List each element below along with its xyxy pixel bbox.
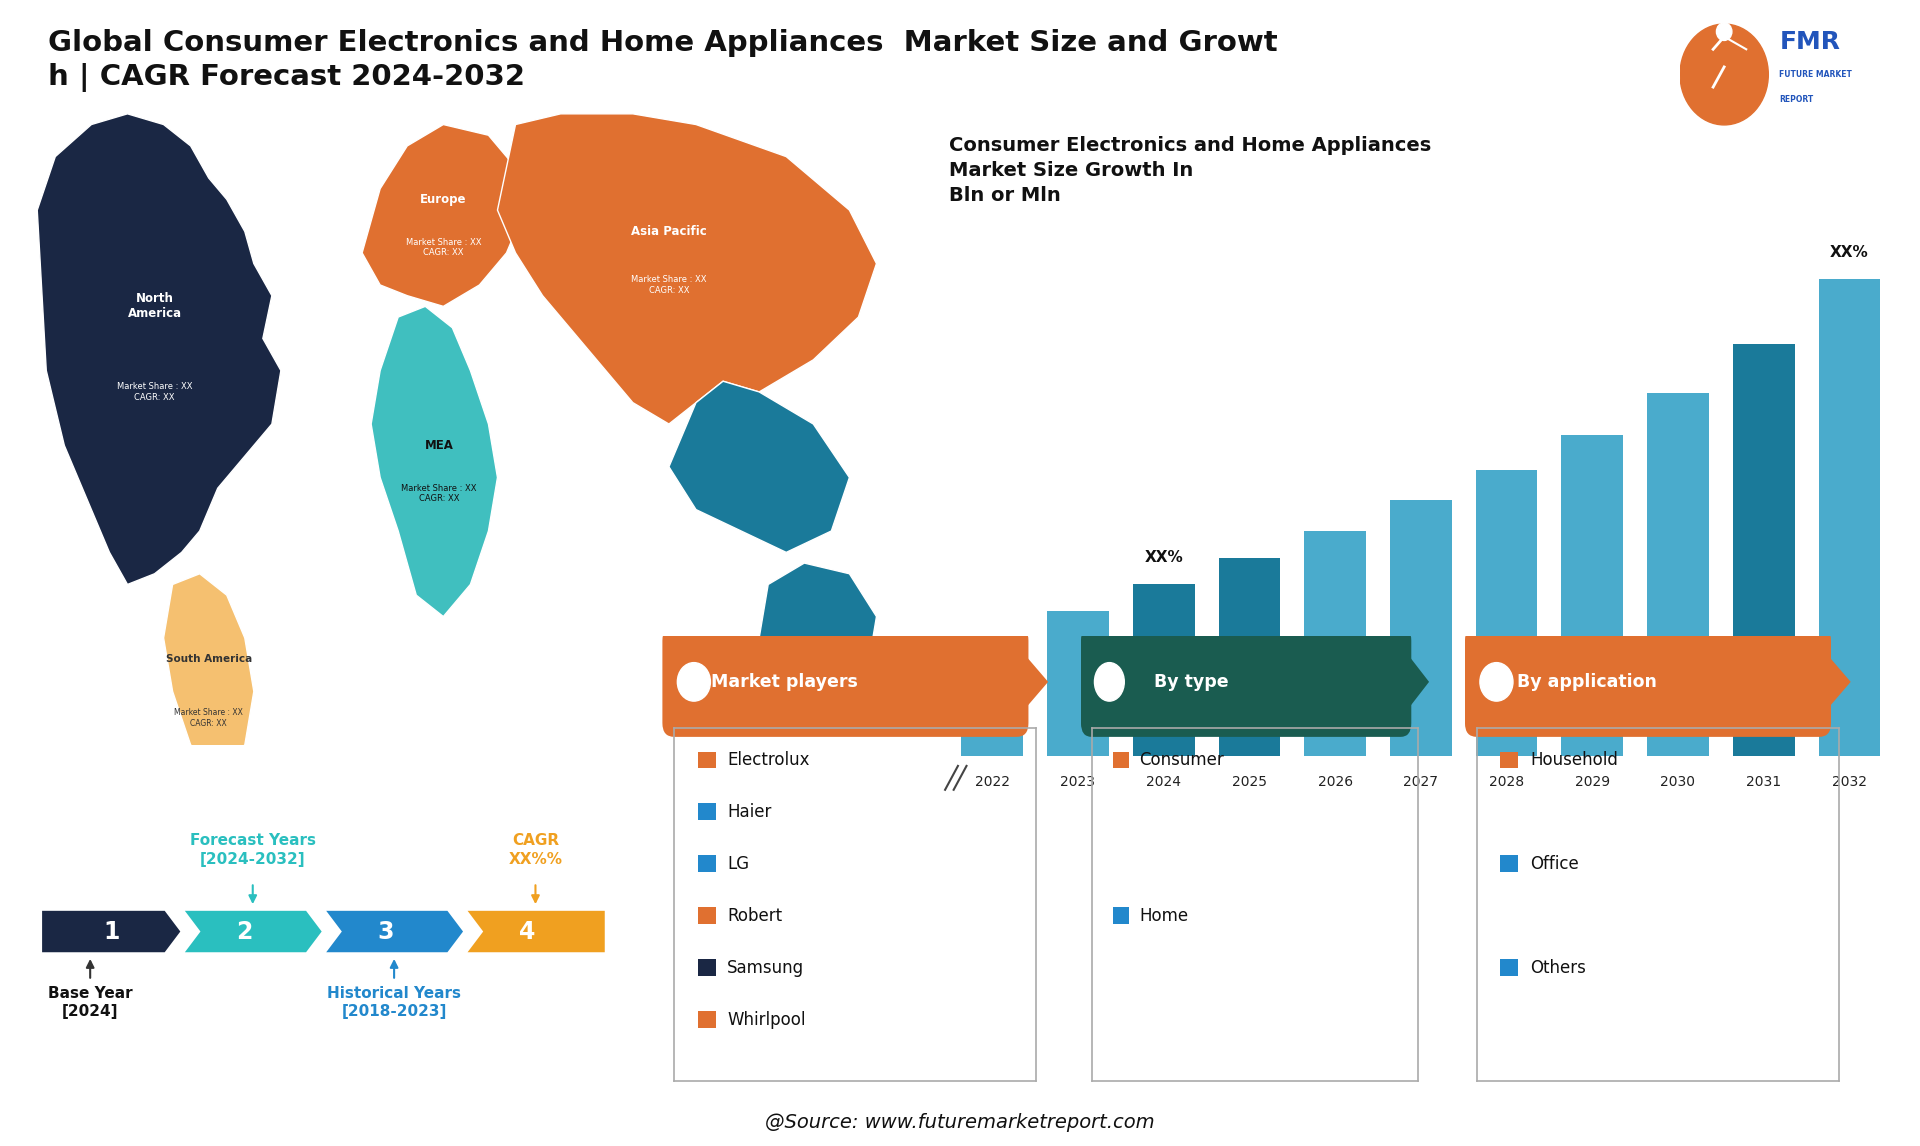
Text: 2025: 2025 xyxy=(1233,776,1267,790)
Text: 2028: 2028 xyxy=(1488,776,1524,790)
Text: REPORT: REPORT xyxy=(1780,95,1814,104)
FancyBboxPatch shape xyxy=(697,1011,716,1028)
Text: Market Share : XX
CAGR: XX: Market Share : XX CAGR: XX xyxy=(117,383,192,401)
Text: Household: Household xyxy=(1530,751,1619,769)
Bar xyxy=(1133,584,1194,756)
Text: MEA: MEA xyxy=(424,439,453,452)
Bar xyxy=(1818,278,1880,756)
Circle shape xyxy=(1094,662,1125,701)
Text: 1: 1 xyxy=(104,919,119,943)
Text: Market Share : XX
CAGR: XX: Market Share : XX CAGR: XX xyxy=(405,238,482,257)
Text: Consumer: Consumer xyxy=(1140,751,1225,769)
Circle shape xyxy=(1716,23,1732,40)
Bar xyxy=(1219,558,1281,756)
Polygon shape xyxy=(497,113,876,424)
Text: 3: 3 xyxy=(378,919,394,943)
FancyBboxPatch shape xyxy=(697,908,716,924)
FancyBboxPatch shape xyxy=(1114,908,1129,924)
FancyBboxPatch shape xyxy=(697,855,716,872)
Bar xyxy=(1647,393,1709,756)
Text: Market players: Market players xyxy=(710,673,858,691)
Text: North
America: North America xyxy=(127,292,182,321)
Polygon shape xyxy=(323,910,465,953)
Text: 2: 2 xyxy=(236,919,253,943)
Bar xyxy=(1390,501,1452,756)
Polygon shape xyxy=(40,910,182,953)
Bar xyxy=(1304,531,1365,756)
Text: Market Share : XX
CAGR: XX: Market Share : XX CAGR: XX xyxy=(175,708,244,728)
Polygon shape xyxy=(182,910,323,953)
FancyBboxPatch shape xyxy=(1465,627,1832,737)
Text: 2026: 2026 xyxy=(1317,776,1354,790)
FancyBboxPatch shape xyxy=(1500,855,1519,872)
Polygon shape xyxy=(758,563,876,691)
FancyBboxPatch shape xyxy=(662,627,1029,737)
FancyBboxPatch shape xyxy=(1500,959,1519,976)
Polygon shape xyxy=(1398,641,1428,723)
Text: 2030: 2030 xyxy=(1661,776,1695,790)
Text: Haier: Haier xyxy=(728,802,772,821)
Text: FUTURE MARKET: FUTURE MARKET xyxy=(1780,70,1853,79)
Text: 2022: 2022 xyxy=(975,776,1010,790)
Text: Global Consumer Electronics and Home Appliances  Market Size and Growt
h | CAGR : Global Consumer Electronics and Home App… xyxy=(48,29,1277,92)
Text: LG: LG xyxy=(728,855,749,873)
Bar xyxy=(1476,470,1538,756)
Text: CAGR
XX%%: CAGR XX%% xyxy=(509,833,563,866)
Text: FMR: FMR xyxy=(1780,30,1841,54)
FancyBboxPatch shape xyxy=(1114,752,1129,768)
Polygon shape xyxy=(163,574,253,767)
Text: Consumer Electronics and Home Appliances
Market Size Growth In
Bln or Mln: Consumer Electronics and Home Appliances… xyxy=(948,135,1432,205)
Polygon shape xyxy=(371,306,497,617)
Circle shape xyxy=(1680,24,1768,125)
FancyBboxPatch shape xyxy=(1500,752,1519,768)
Text: 2029: 2029 xyxy=(1574,776,1609,790)
Text: XX%: XX% xyxy=(1830,245,1868,260)
Text: XX%: XX% xyxy=(1144,550,1183,565)
Text: South America: South America xyxy=(165,654,252,665)
Text: Europe: Europe xyxy=(420,193,467,206)
Text: Forecast Years
[2024-2032]: Forecast Years [2024-2032] xyxy=(190,833,315,866)
Polygon shape xyxy=(668,382,849,552)
Text: Whirlpool: Whirlpool xyxy=(728,1011,806,1029)
Text: 2023: 2023 xyxy=(1060,776,1096,790)
Text: @Source: www.futuremarketreport.com: @Source: www.futuremarketreport.com xyxy=(766,1113,1154,1132)
Text: By type: By type xyxy=(1154,673,1229,691)
Text: Market Share : XX
CAGR: XX: Market Share : XX CAGR: XX xyxy=(401,484,476,503)
Text: Asia Pacific: Asia Pacific xyxy=(632,225,707,238)
Text: Robert: Robert xyxy=(728,906,783,925)
Text: 2027: 2027 xyxy=(1404,776,1438,790)
Text: By application: By application xyxy=(1517,673,1657,691)
Text: Office: Office xyxy=(1530,855,1578,873)
Polygon shape xyxy=(1012,641,1048,723)
FancyBboxPatch shape xyxy=(697,752,716,768)
FancyBboxPatch shape xyxy=(1081,627,1411,737)
FancyBboxPatch shape xyxy=(697,959,716,976)
Bar xyxy=(1561,435,1622,756)
Circle shape xyxy=(678,662,710,701)
Text: Others: Others xyxy=(1530,958,1586,976)
Text: Historical Years
[2018-2023]: Historical Years [2018-2023] xyxy=(326,986,461,1019)
FancyBboxPatch shape xyxy=(697,803,716,821)
Text: Electrolux: Electrolux xyxy=(728,751,810,769)
Circle shape xyxy=(1480,662,1513,701)
Bar xyxy=(962,642,1023,756)
Bar xyxy=(1734,344,1795,756)
Bar xyxy=(1046,611,1110,756)
Polygon shape xyxy=(363,125,524,306)
Text: 2024: 2024 xyxy=(1146,776,1181,790)
Text: 4: 4 xyxy=(518,919,536,943)
Text: Samsung: Samsung xyxy=(728,958,804,976)
Text: Market Share : XX
CAGR: XX: Market Share : XX CAGR: XX xyxy=(632,275,707,295)
Text: Home: Home xyxy=(1140,906,1188,925)
Polygon shape xyxy=(465,910,607,953)
Polygon shape xyxy=(36,113,280,584)
Text: 2032: 2032 xyxy=(1832,776,1866,790)
Text: Base Year
[2024]: Base Year [2024] xyxy=(48,986,132,1019)
Polygon shape xyxy=(1814,641,1851,723)
Text: 2031: 2031 xyxy=(1745,776,1782,790)
